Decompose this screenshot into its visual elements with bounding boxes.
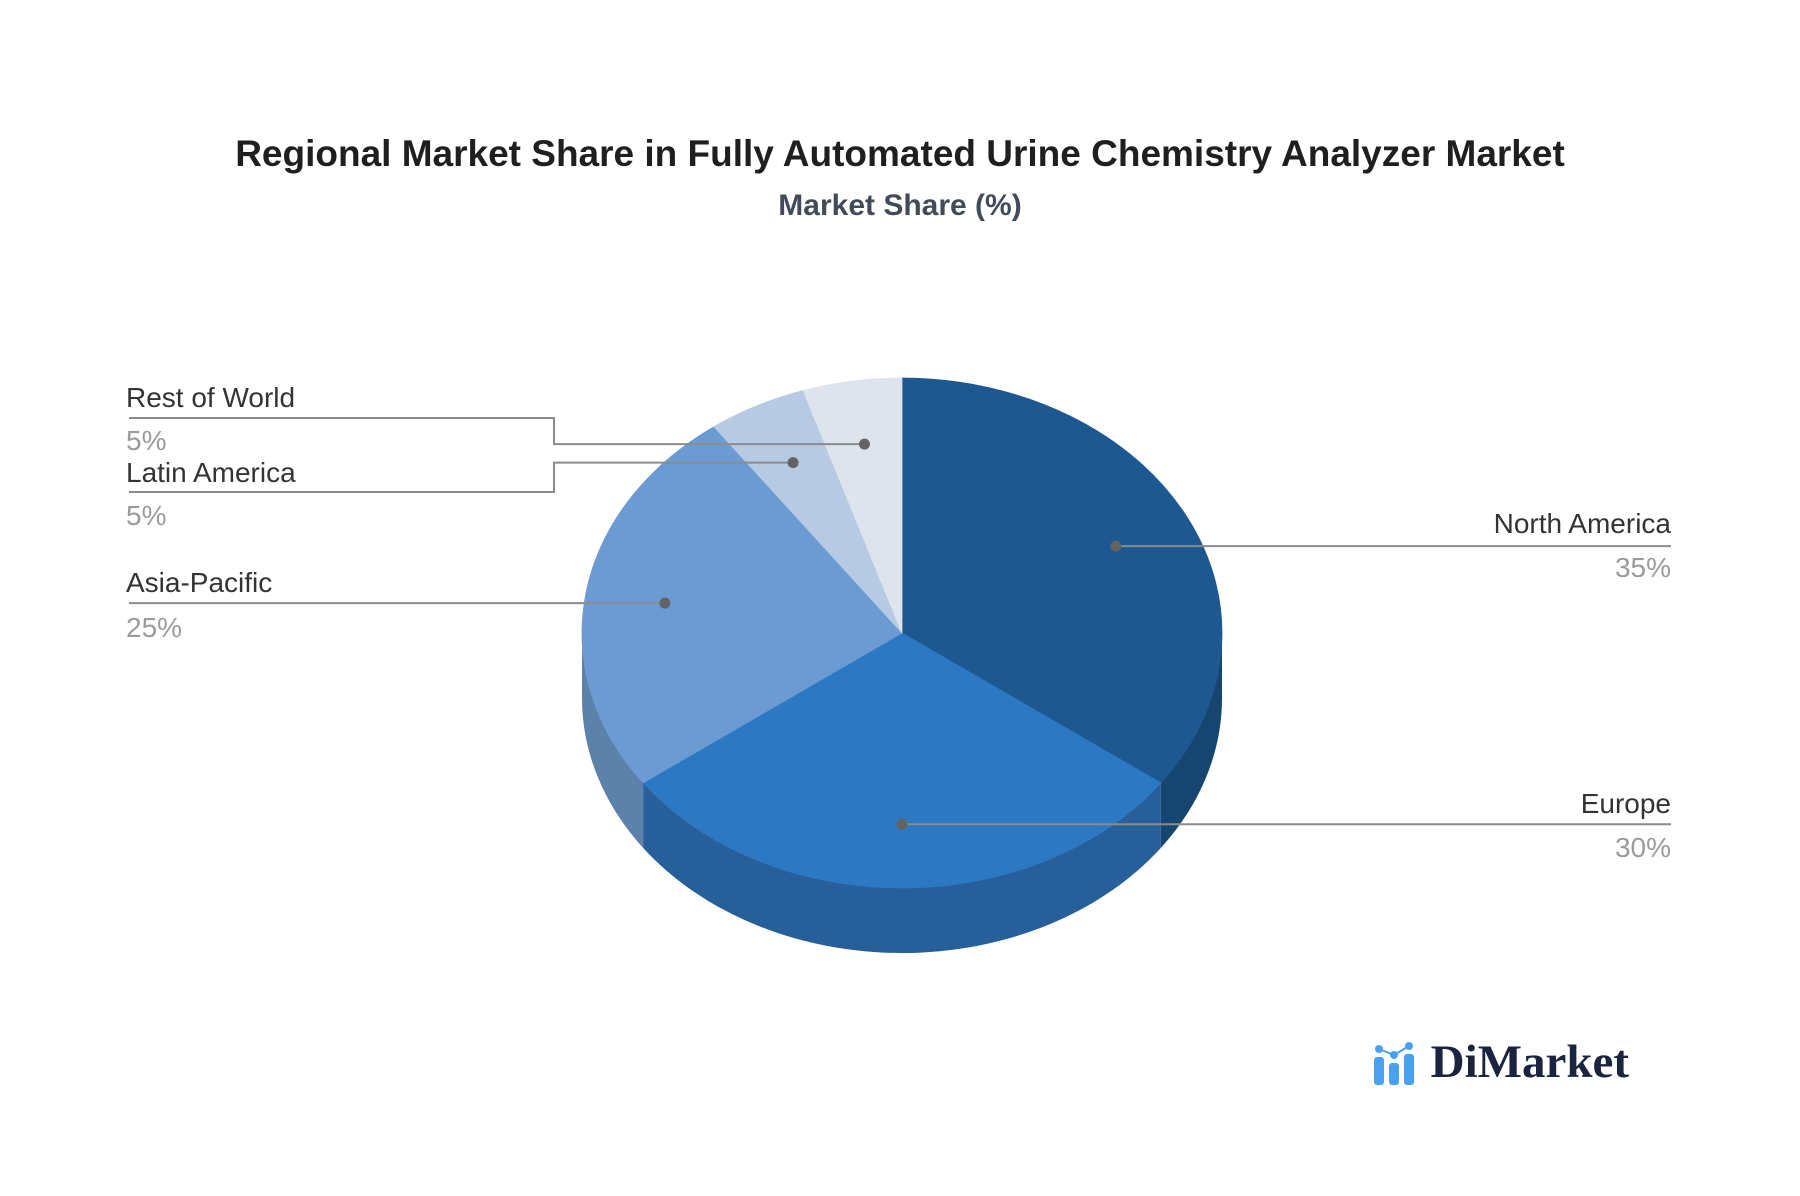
pie-slice-rest-of-world[interactable] bbox=[802, 377, 903, 634]
callout-value-latin-america: 5% bbox=[126, 500, 167, 531]
chart-subtitle: Market Share (%) bbox=[778, 189, 1022, 222]
callout-label-latin-america: Latin America bbox=[126, 457, 296, 488]
logo: DiMarket bbox=[1373, 1036, 1629, 1088]
callout-dot-asia-pacific bbox=[659, 597, 671, 609]
callout-line-latin-america bbox=[129, 461, 794, 493]
chart-title: Regional Market Share in Fully Automated… bbox=[235, 133, 1565, 174]
logo-text: DiMarket bbox=[1430, 1036, 1629, 1088]
callout-label-asia-pacific: Asia-Pacific bbox=[126, 567, 273, 598]
pie-slice-north-america[interactable] bbox=[901, 377, 1223, 784]
callout-label-rest-of-world: Rest of World bbox=[126, 382, 296, 413]
pie-slice-side-asia-pacific bbox=[582, 633, 644, 848]
callout-value-north-america: 35% bbox=[1614, 552, 1671, 583]
callout-value-europe: 30% bbox=[1614, 832, 1671, 863]
callout-value-rest-of-world: 5% bbox=[126, 425, 167, 456]
bar-line-chart-icon bbox=[1373, 1042, 1414, 1085]
callout-label-europe: Europe bbox=[1580, 788, 1671, 819]
callout-value-asia-pacific: 25% bbox=[126, 612, 183, 643]
callout-line-rest-of-world bbox=[129, 417, 865, 446]
callout-label-north-america: North America bbox=[1493, 508, 1671, 539]
callout-dot-north-america bbox=[1110, 540, 1122, 552]
pie-slice-side-north-america bbox=[1160, 633, 1222, 848]
pie-slice-asia-pacific[interactable] bbox=[581, 426, 903, 784]
pie-slice-side-europe bbox=[643, 782, 1161, 954]
callout-dot-europe bbox=[896, 818, 908, 830]
callout-dot-rest-of-world bbox=[858, 438, 870, 450]
callout-dot-latin-america bbox=[787, 457, 799, 469]
